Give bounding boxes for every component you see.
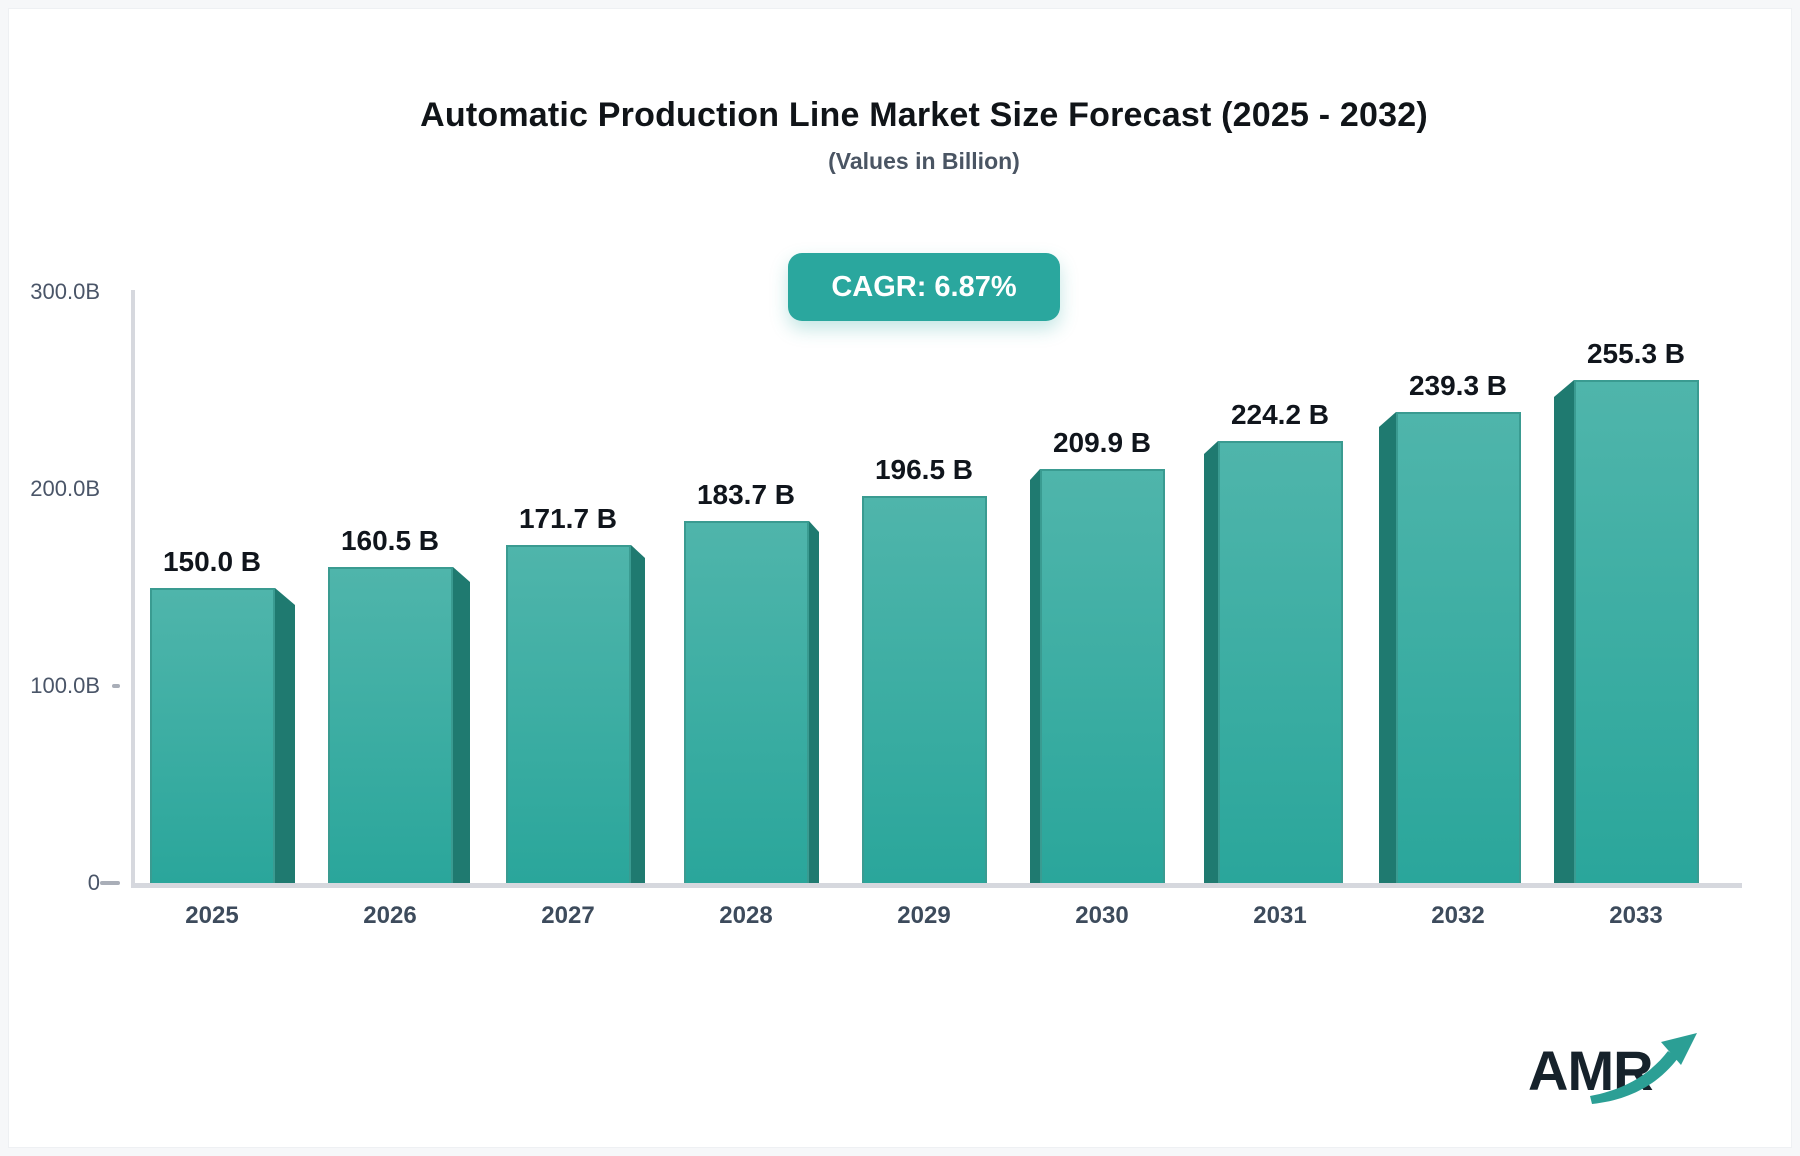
y-axis-tick xyxy=(112,684,120,688)
bar-value-label: 255.3 B xyxy=(1586,338,1686,369)
y-axis-tick xyxy=(100,881,120,885)
bar-value-label: 171.7 B xyxy=(518,503,618,534)
bar-value-label: 150.0 B xyxy=(162,546,262,577)
bar-value-label: 160.5 B xyxy=(340,525,440,556)
amr-logo-arrow-swoosh-icon xyxy=(1590,1051,1678,1104)
bar-value-label: 196.5 B xyxy=(874,454,974,485)
x-axis-label: 2028 xyxy=(719,902,773,929)
y-axis-label: 100.0B xyxy=(30,673,100,698)
x-axis-label: 2031 xyxy=(1253,902,1307,929)
bar-side-face xyxy=(1379,412,1396,883)
x-axis-label: 2025 xyxy=(185,902,239,929)
x-axis-label: 2026 xyxy=(363,902,417,929)
x-axis-baseline xyxy=(131,883,1742,888)
bar xyxy=(328,567,453,883)
bar-value-label: 239.3 B xyxy=(1408,370,1508,401)
y-axis-label: 0 xyxy=(87,870,100,895)
bar xyxy=(862,496,987,883)
y-axis-label: 200.0B xyxy=(30,476,100,501)
y-axis-label: 300.0B xyxy=(30,279,100,304)
bar xyxy=(684,521,809,883)
bar xyxy=(506,545,631,883)
bar xyxy=(1396,412,1521,883)
bar-side-face xyxy=(1204,441,1218,883)
x-axis-label: 2030 xyxy=(1075,902,1129,929)
bar-value-label: 183.7 B xyxy=(696,479,796,510)
y-axis-line xyxy=(131,290,135,888)
bar xyxy=(1040,469,1165,883)
bar-value-label: 224.2 B xyxy=(1230,399,1330,430)
bar-side-face xyxy=(453,567,470,883)
bar-side-face xyxy=(1554,380,1574,883)
bar-side-face xyxy=(631,545,645,883)
bar-value-label: 209.9 B xyxy=(1052,427,1152,458)
bar xyxy=(150,588,275,883)
bar-side-face xyxy=(1030,469,1040,883)
amr-logo: AMR xyxy=(1528,1033,1697,1104)
bar xyxy=(1218,441,1343,883)
x-axis-label: 2029 xyxy=(897,902,951,929)
x-axis-label: 2033 xyxy=(1609,902,1663,929)
bar-side-face xyxy=(275,588,295,883)
bar-side-face xyxy=(809,521,819,883)
x-axis-label: 2027 xyxy=(541,902,595,929)
x-axis-label: 2032 xyxy=(1431,902,1485,929)
chart-title: Automatic Production Line Market Size Fo… xyxy=(420,96,1428,134)
bar xyxy=(1574,380,1699,883)
cagr-badge: CAGR: 6.87% xyxy=(788,253,1060,321)
chart-subtitle: (Values in Billion) xyxy=(828,148,1020,174)
amr-logo-arrowhead-icon xyxy=(1661,1033,1697,1065)
